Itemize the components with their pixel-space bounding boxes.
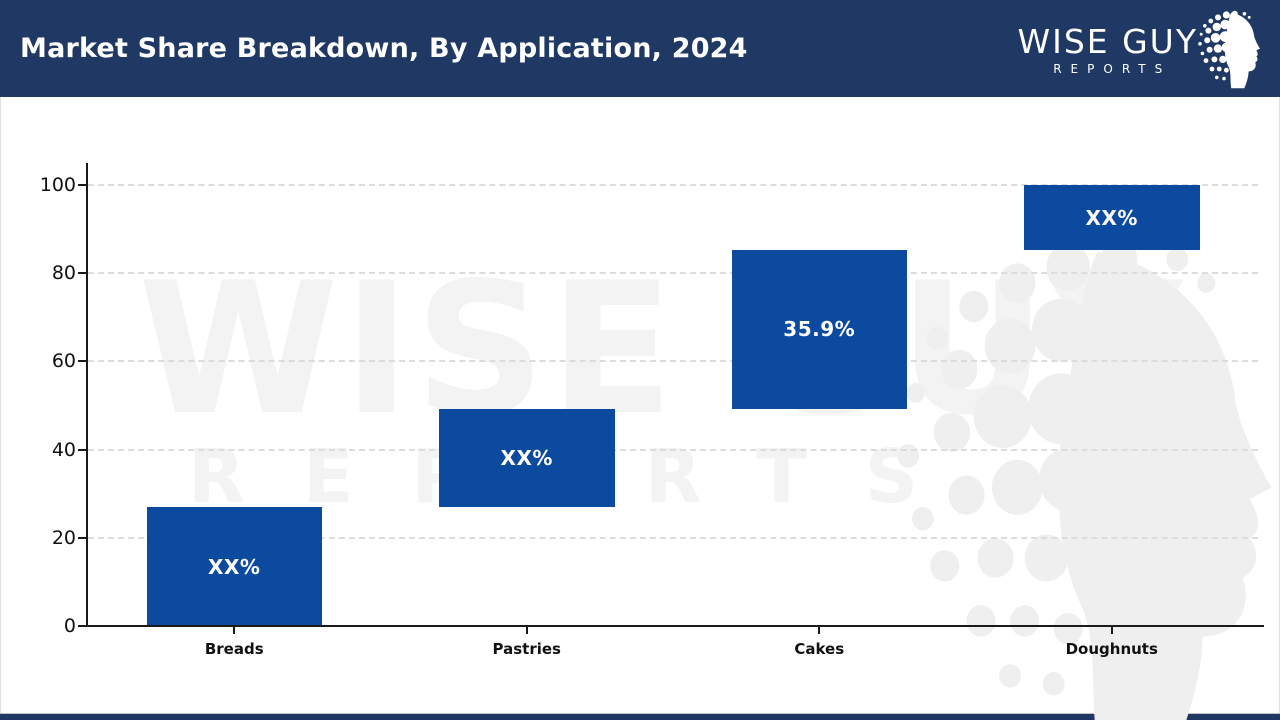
gridline-80: [88, 272, 1258, 275]
header-bar: Market Share Breakdown, By Application, …: [0, 0, 1280, 97]
category-label-cakes: Cakes: [794, 640, 845, 658]
y-tick-mark-0: [78, 625, 86, 627]
y-tick-label-40: 40: [51, 438, 76, 461]
y-tick-mark-40: [78, 448, 86, 451]
y-tick-label-0: 0: [63, 615, 76, 637]
category-label-breads: Breads: [204, 640, 264, 658]
bar-pastries: XX%: [439, 408, 615, 508]
x-tick-mark-doughnuts: [1110, 627, 1113, 634]
y-tick-label-60: 60: [51, 350, 76, 373]
bar-value-label: XX%: [500, 445, 553, 470]
footer-bar: [0, 713, 1280, 720]
gridline-100: [88, 184, 1258, 186]
bar-value-label: XX%: [208, 554, 261, 579]
y-tick-mark-100: [78, 184, 86, 186]
x-tick-mark-breads: [233, 627, 236, 634]
y-tick-mark-20: [78, 536, 86, 539]
page-title: Market Share Breakdown, By Application, …: [20, 33, 748, 64]
x-tick-mark-pastries: [525, 627, 528, 634]
logo-subtext: REPORTS: [1053, 61, 1172, 76]
y-tick-mark-60: [78, 360, 86, 363]
gridline-20: [88, 536, 1258, 539]
bar-doughnuts: XX%: [1024, 185, 1200, 251]
category-label-pastries: Pastries: [492, 640, 561, 658]
category-label-doughnuts: Doughnuts: [1065, 640, 1158, 658]
y-tick-label-100: 100: [39, 174, 76, 196]
wise-guy-logo: WISE GUY REPORTS: [1017, 9, 1266, 93]
x-axis-line: [86, 625, 1264, 627]
gridline-40: [88, 448, 1258, 451]
y-tick-mark-80: [78, 272, 86, 275]
y-axis-line: [86, 163, 88, 627]
bar-value-label: XX%: [1085, 205, 1138, 230]
y-tick-label-80: 80: [51, 262, 76, 285]
bar-value-label: 35.9%: [783, 317, 856, 342]
gridline-60: [88, 360, 1258, 363]
x-tick-mark-cakes: [818, 627, 821, 634]
bar-cakes: 35.9%: [731, 250, 907, 409]
bar-breads: XX%: [146, 507, 322, 626]
y-tick-label-20: 20: [51, 526, 76, 549]
logo-wordmark: WISE GUY: [1017, 22, 1198, 62]
dotted-head-icon: [1198, 10, 1260, 88]
logo-text: WISE GUY REPORTS: [1017, 25, 1198, 76]
